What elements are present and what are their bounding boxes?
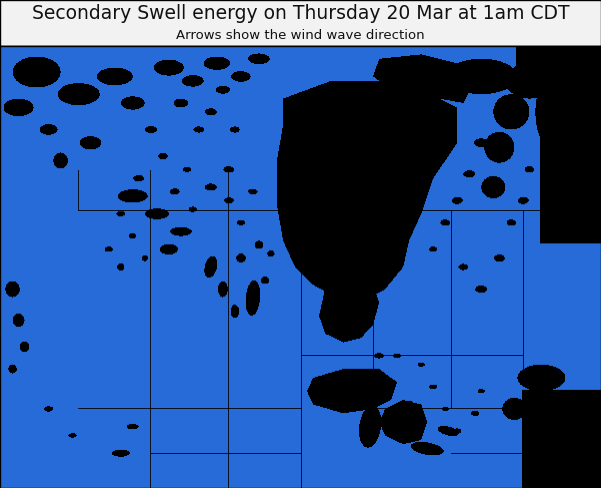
Text: Arrows show the wind wave direction: Arrows show the wind wave direction	[176, 29, 425, 42]
Text: Secondary Swell energy on Thursday 20 Mar at 1am CDT: Secondary Swell energy on Thursday 20 Ma…	[32, 4, 569, 23]
